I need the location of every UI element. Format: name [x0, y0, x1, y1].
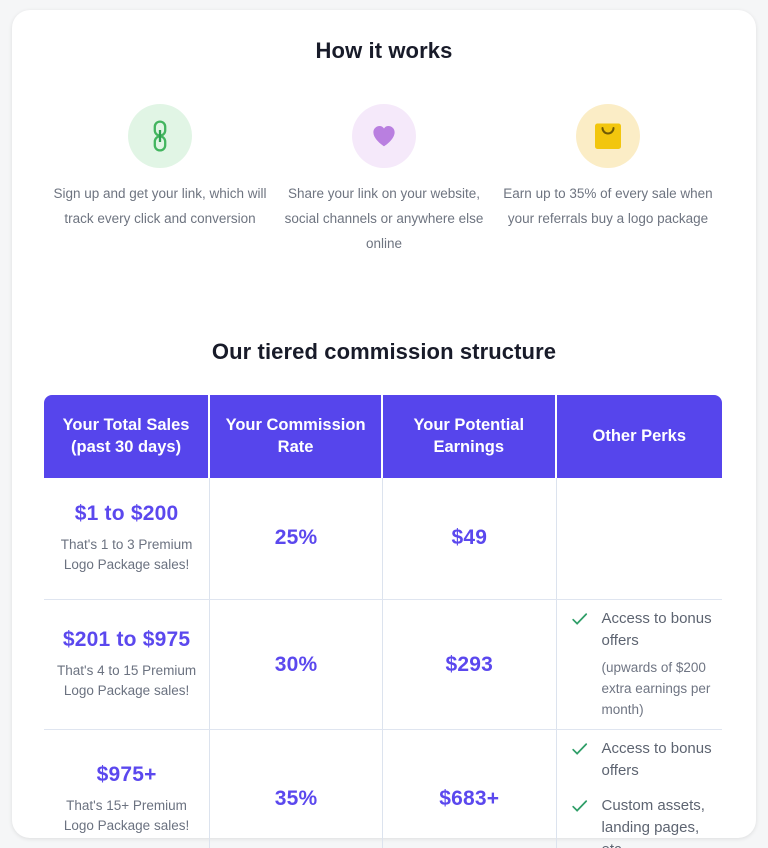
cell-potential-earnings: $49 — [383, 477, 557, 599]
header-commission-rate: Your Commission Rate — [210, 394, 383, 478]
perk-label: Access to bonus offers — [601, 739, 712, 779]
check-icon — [570, 796, 589, 848]
cell-sales-range: $1 to $200 That's 1 to 3 Premium Logo Pa… — [44, 477, 211, 599]
cell-commission-rate: 25% — [210, 477, 383, 599]
commission-table: Your Total Sales (past 30 days) Your Com… — [44, 394, 722, 848]
step-signup: Sign up and get your link, which will tr… — [48, 104, 272, 257]
table-row: $975+ That's 15+ Premium Logo Package sa… — [44, 729, 722, 848]
potential-earnings-value: $293 — [445, 652, 494, 676]
sales-range-value: $975+ — [96, 762, 157, 786]
table-row: $201 to $975 That's 4 to 15 Premium Logo… — [44, 599, 722, 730]
sales-range-note: That's 1 to 3 Premium Logo Package sales… — [60, 536, 193, 572]
potential-earnings-value: $683+ — [439, 787, 500, 811]
content-card: How it works Sign up and get your link, … — [12, 10, 756, 848]
commission-rate-value: 35% — [274, 787, 318, 811]
header-other-perks: Other Perks — [592, 427, 687, 446]
step-share: Share your link on your website, social … — [272, 104, 496, 257]
sales-range-note: That's 4 to 15 Premium Logo Package sale… — [56, 662, 197, 699]
shopping-bag-icon — [576, 104, 640, 168]
commission-rate-value: 30% — [274, 652, 318, 676]
cell-other-perks — [557, 478, 722, 599]
cell-other-perks: Access to bonus offers Custom assets, la… — [557, 730, 722, 848]
how-it-works-steps: Sign up and get your link, which will tr… — [48, 104, 720, 257]
header-potential-earnings: Your Potential Earnings — [383, 394, 557, 478]
cell-potential-earnings: $683+ — [383, 729, 557, 848]
check-icon — [570, 609, 589, 721]
perk-note: (upwards of $200 extra earnings per mont… — [601, 660, 711, 718]
step-earn-text: Earn up to 35% of every sale when your r… — [503, 186, 713, 226]
cell-commission-rate: 30% — [210, 599, 383, 730]
heart-icon — [352, 104, 416, 168]
sales-range-value: $1 to $200 — [74, 501, 179, 525]
commission-table-header: Your Total Sales (past 30 days) Your Com… — [44, 394, 722, 478]
potential-earnings-value: $49 — [451, 526, 488, 550]
commission-rate-value: 25% — [274, 526, 318, 550]
table-row: $1 to $200 That's 1 to 3 Premium Logo Pa… — [44, 477, 722, 600]
cell-sales-range: $201 to $975 That's 4 to 15 Premium Logo… — [44, 599, 211, 730]
step-share-text: Share your link on your website, social … — [284, 186, 484, 251]
cell-commission-rate: 35% — [210, 729, 383, 848]
step-earn: Earn up to 35% of every sale when your r… — [496, 104, 720, 257]
sales-range-value: $201 to $975 — [62, 627, 191, 651]
link-icon — [128, 104, 192, 168]
sales-range-note: That's 15+ Premium Logo Package sales! — [63, 797, 190, 833]
cell-potential-earnings: $293 — [383, 599, 557, 730]
check-icon — [570, 739, 589, 782]
perk-item: Access to bonus offers — [570, 738, 714, 782]
perk-label: Access to bonus offers — [601, 609, 712, 649]
header-total-sales: Your Total Sales (past 30 days) — [44, 394, 211, 478]
perk-label: Custom assets, landing pages, etc. — [601, 797, 705, 848]
cell-sales-range: $975+ That's 15+ Premium Logo Package sa… — [44, 729, 211, 848]
step-signup-text: Sign up and get your link, which will tr… — [53, 186, 267, 226]
cell-other-perks: Access to bonus offers (upwards of $200 … — [557, 600, 722, 729]
perk-item: Custom assets, landing pages, etc. — [570, 795, 714, 848]
commission-structure-title: Our tiered commission structure — [211, 338, 557, 364]
perk-item: Access to bonus offers (upwards of $200 … — [570, 608, 714, 721]
how-it-works-title: How it works — [315, 38, 453, 63]
